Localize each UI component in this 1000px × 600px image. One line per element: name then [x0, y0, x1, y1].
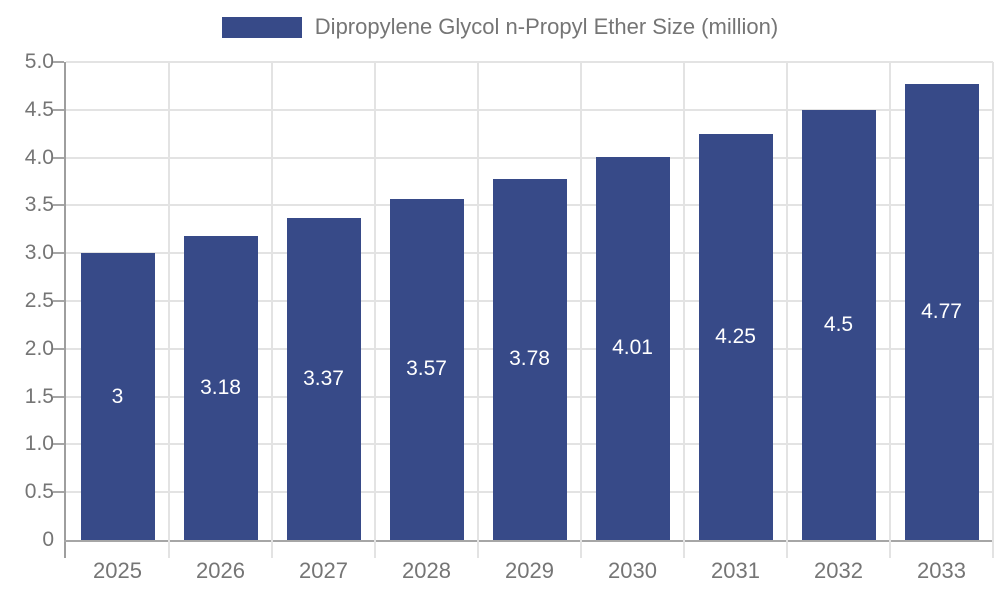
bar-2026: 3.18 — [183, 235, 258, 540]
y-tick-label: 4.0 — [24, 145, 54, 169]
x-tick-label: 2033 — [917, 558, 966, 583]
gridline-vertical — [580, 62, 582, 540]
legend-swatch-icon — [221, 16, 302, 38]
bar-2030: 4.01 — [595, 156, 670, 540]
y-tick-label: 0 — [42, 528, 54, 551]
gridline-vertical — [168, 62, 170, 540]
bar-value-label: 4.01 — [612, 336, 653, 360]
bar-2031: 4.25 — [698, 133, 773, 540]
x-tick-label: 2025 — [93, 558, 142, 583]
bar-value-label: 3 — [111, 384, 124, 408]
y-axis-tick — [53, 300, 64, 302]
x-axis-tick — [889, 540, 891, 558]
y-tick-label: 3.5 — [24, 193, 54, 217]
legend: Dipropylene Glycol n-Propyl Ether Size (… — [0, 14, 1000, 40]
x-axis-tick — [992, 540, 994, 558]
x-tick-label: 2028 — [402, 558, 451, 583]
x-tick-label: 2032 — [814, 558, 863, 583]
x-axis-tick — [683, 540, 685, 558]
bar-2027: 3.37 — [286, 217, 361, 540]
gridline-vertical — [889, 62, 891, 540]
bar-2033: 4.77 — [904, 83, 979, 540]
x-axis-tick — [271, 540, 273, 558]
y-tick-label: 4.5 — [24, 97, 54, 121]
x-tick-label: 2026 — [196, 558, 245, 583]
y-axis-tick — [53, 156, 64, 159]
bar-2029: 3.78 — [492, 178, 567, 540]
legend-label: Dipropylene Glycol n-Propyl Ether Size (… — [314, 14, 779, 39]
gridline-vertical — [786, 62, 788, 540]
x-axis-tick — [786, 540, 788, 558]
x-axis-tick — [168, 540, 170, 558]
gridline-vertical — [271, 62, 273, 540]
y-tick-label: 2.0 — [24, 336, 54, 360]
y-axis-line — [64, 62, 66, 558]
y-axis-tick — [53, 395, 64, 398]
y-axis-tick — [53, 204, 64, 207]
y-tick-label: 5.0 — [24, 50, 54, 73]
x-axis-line — [64, 540, 993, 542]
bar-2025: 3 — [80, 253, 155, 540]
y-tick-label: 2.5 — [24, 289, 54, 312]
bar-value-label: 4.5 — [823, 312, 854, 336]
bar-value-label: 3.57 — [406, 357, 447, 381]
plot-area: 3 3.18 3.37 3.57 3.78 4.01 4.25 4.5 4.77 — [64, 61, 994, 558]
legend-item[interactable]: Dipropylene Glycol n-Propyl Ether Size (… — [221, 14, 779, 40]
x-axis-tick — [477, 540, 479, 558]
bar-2028: 3.57 — [389, 198, 464, 540]
y-axis-tick — [53, 443, 64, 446]
y-tick-label: 1.0 — [24, 432, 54, 456]
bar-value-label: 4.77 — [921, 299, 962, 323]
gridline-vertical — [477, 62, 479, 540]
bar-value-label: 3.78 — [509, 347, 550, 371]
bar-value-label: 3.18 — [200, 375, 241, 399]
gridline-vertical — [683, 62, 685, 540]
y-axis-tick — [53, 491, 64, 494]
y-tick-label: 3.0 — [24, 241, 54, 265]
y-tick-label: 0.5 — [24, 480, 54, 504]
x-tick-label: 2027 — [299, 558, 348, 583]
x-tick-label: 2029 — [505, 558, 554, 583]
y-axis-tick — [53, 108, 64, 111]
bar-2032: 4.5 — [801, 109, 876, 540]
y-axis-tick — [53, 61, 64, 63]
gridline-horizontal — [66, 156, 993, 159]
x-tick-label: 2031 — [711, 558, 760, 583]
y-axis-tick — [53, 252, 64, 255]
gridline-vertical — [374, 62, 376, 540]
x-axis-tick — [580, 540, 582, 558]
gridline-horizontal — [66, 108, 993, 111]
y-tick-label: 1.5 — [24, 384, 54, 408]
bar-value-label: 3.37 — [303, 366, 344, 390]
x-tick-label: 2030 — [608, 558, 657, 583]
gridline-vertical — [992, 62, 994, 540]
x-axis-tick — [374, 540, 376, 558]
y-axis-tick — [53, 347, 64, 350]
gridline-horizontal — [66, 61, 993, 63]
bar-value-label: 4.25 — [715, 324, 756, 348]
